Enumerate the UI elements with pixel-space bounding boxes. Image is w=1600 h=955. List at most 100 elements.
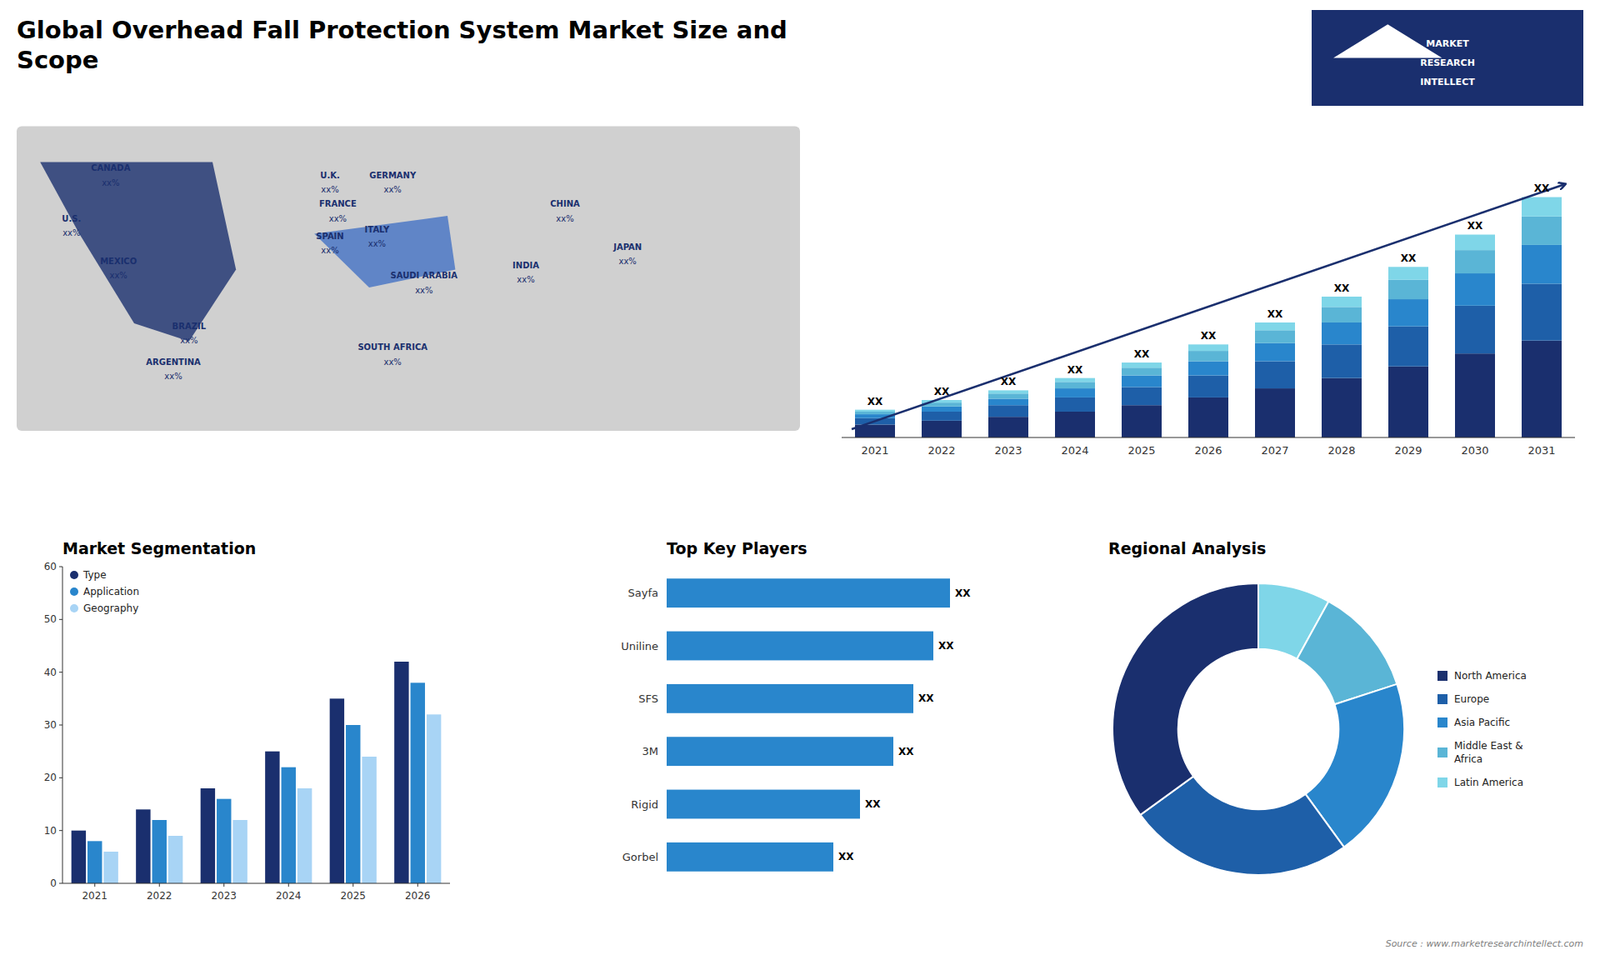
map-value-label: xx% [384, 185, 402, 195]
panel-title: Market Segmentation [62, 539, 256, 558]
bar [666, 631, 934, 661]
x-tick-label: 2021 [81, 890, 108, 902]
legend-label: Application [83, 585, 140, 598]
x-tick-label: 2026 [405, 890, 431, 902]
data-label: XX [1467, 220, 1484, 232]
bar [168, 835, 183, 884]
bar [265, 751, 280, 884]
x-tick [223, 883, 225, 887]
legend-label: Geography [83, 602, 139, 615]
trend-arrow [851, 184, 1565, 430]
bar [135, 809, 150, 884]
y-tick-label: Sayfa [628, 586, 659, 600]
legend-swatch [70, 570, 79, 580]
bar-segment [1255, 330, 1295, 344]
y-tick-label: SFS [638, 692, 659, 705]
bar [426, 714, 441, 884]
bar-segment [1188, 350, 1229, 361]
data-label: XX [1067, 364, 1084, 376]
bar-segment [1188, 397, 1229, 438]
x-tick-label: 2022 [146, 890, 173, 902]
panel-title: Top Key Players [666, 539, 808, 558]
bar-segment [988, 416, 1029, 438]
x-tick-label: 2028 [1327, 444, 1355, 457]
bar-segment [1521, 216, 1562, 245]
bar-segment [1121, 387, 1162, 406]
y-tick-label: 30 [44, 719, 57, 731]
bar [666, 578, 950, 608]
x-tick-label: 2024 [275, 890, 302, 902]
data-label: XX [1400, 252, 1417, 265]
legend-label: Middle East &Africa [1454, 740, 1524, 765]
y-tick-label: 60 [44, 560, 57, 573]
x-tick-label: 2023 [994, 444, 1022, 457]
text-line: Global Overhead Fall Protection System M… [16, 15, 788, 45]
y-tick [59, 725, 63, 726]
bar [410, 682, 425, 884]
map-label: BRAZIL [172, 321, 207, 331]
bar-segment [1055, 378, 1095, 383]
bar-segment [1321, 296, 1362, 307]
map-value-label: xx% [329, 214, 347, 224]
bar [666, 842, 834, 872]
map-label: JAPAN [612, 242, 642, 252]
y-tick-label: 20 [44, 771, 57, 784]
bar [666, 684, 914, 714]
map-label: SPAIN [315, 231, 344, 241]
panel-title: Regional Analysis [1108, 539, 1266, 558]
map-value-label: xx% [415, 285, 433, 295]
bar-segment [1321, 344, 1362, 378]
legend-swatch [1437, 694, 1448, 705]
y-tick-label: 3M [642, 745, 660, 758]
stacked-bars [855, 197, 1562, 438]
y-tick-label: Gorbel [622, 850, 659, 864]
x-tick [159, 883, 160, 887]
map-value-label: xx% [555, 214, 574, 224]
y-tick [59, 883, 63, 885]
bar-segment [1455, 250, 1495, 274]
x-tick-label: 2030 [1460, 444, 1489, 457]
bar-segment [1121, 405, 1162, 438]
map-label: SAUDI ARABIA [390, 270, 459, 280]
bar-segment [988, 393, 1029, 399]
y-tick-label: 0 [50, 877, 57, 890]
map-value-label: xx% [619, 256, 637, 266]
y-tick [59, 566, 63, 568]
bar-segment [988, 390, 1029, 394]
donut-slice [1112, 583, 1259, 815]
donut [1112, 583, 1405, 875]
bar-segment [1521, 197, 1562, 217]
bar-segment [1321, 306, 1362, 323]
bar [87, 840, 102, 884]
map-value-label: xx% [320, 245, 339, 255]
bar-segment [1455, 235, 1495, 251]
x-axis-line [62, 883, 450, 885]
bar [200, 788, 215, 884]
y-tick [59, 619, 63, 620]
map-label: SOUTH AFRICA [357, 342, 428, 352]
bar-segment [1521, 340, 1562, 438]
map-label: CANADA [90, 163, 130, 173]
map-value-label: xx% [62, 228, 80, 238]
bar [666, 790, 860, 820]
bar-segment [1455, 305, 1495, 354]
y-tick-label: 40 [44, 666, 57, 679]
text-line: Africa [1454, 753, 1483, 765]
x-tick-label: 2027 [1260, 444, 1289, 457]
data-label: XX [934, 385, 950, 398]
bar [103, 851, 118, 884]
bar-segment [988, 398, 1029, 405]
x-tick-label: 2026 [1194, 444, 1222, 457]
y-tick-label: 50 [44, 613, 57, 625]
bar-segment [1455, 353, 1495, 438]
map-label: CHINA [550, 199, 580, 209]
bar-segment [1121, 367, 1162, 375]
x-tick-label: 2025 [340, 890, 366, 902]
bar-segment [1321, 322, 1362, 345]
y-tick [59, 830, 63, 831]
bar-segment [1055, 381, 1095, 389]
bar [152, 820, 167, 884]
map-label: INDIA [512, 260, 540, 270]
bar [330, 698, 345, 884]
x-tick [94, 883, 95, 887]
